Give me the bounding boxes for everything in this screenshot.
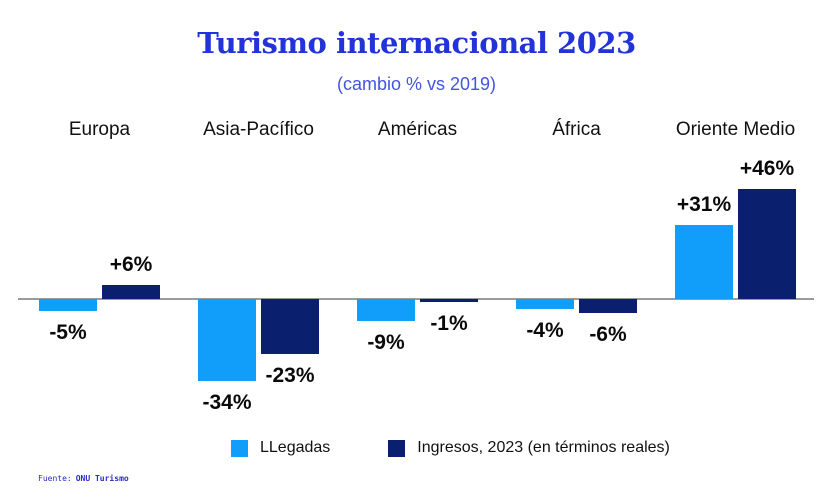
source-name: ONU Turismo bbox=[75, 474, 129, 483]
value-label: -5% bbox=[49, 321, 87, 344]
legend-swatch-ingresos bbox=[388, 439, 406, 457]
bar-llegadas bbox=[516, 299, 574, 309]
value-label: -23% bbox=[265, 364, 315, 387]
legend-label-llegadas: LLegadas bbox=[260, 439, 331, 456]
bar-ingresos bbox=[261, 299, 319, 354]
legend-swatch-llegadas bbox=[231, 439, 248, 457]
category-label: Asia-Pacífico bbox=[203, 119, 314, 140]
value-label: -34% bbox=[202, 391, 252, 414]
zero-axis-line bbox=[18, 298, 814, 300]
category-label: África bbox=[552, 119, 601, 140]
value-label: +6% bbox=[109, 253, 153, 276]
value-label: -9% bbox=[367, 331, 405, 354]
bar-ingresos bbox=[420, 299, 478, 302]
source-note: Fuente: ONU Turismo bbox=[38, 474, 129, 483]
chart-subtitle: (cambio % vs 2019) bbox=[336, 74, 497, 94]
bar-llegadas bbox=[39, 299, 97, 311]
bar-llegadas bbox=[357, 299, 415, 321]
category-label: Europa bbox=[68, 119, 131, 140]
category-label: Oriente Medio bbox=[675, 119, 796, 140]
value-label: -1% bbox=[430, 312, 468, 335]
chart-title: Turismo internacional 2023 bbox=[197, 26, 636, 60]
bar-ingresos bbox=[738, 189, 796, 299]
value-label: +31% bbox=[676, 193, 732, 216]
source-prefix: Fuente: bbox=[38, 474, 72, 483]
value-label: -4% bbox=[526, 319, 564, 342]
bar-llegadas bbox=[198, 299, 256, 381]
legend-item-ingresos: Ingresos, 2023 (en términos reales) bbox=[388, 439, 670, 457]
legend-item-llegadas: LLegadas bbox=[231, 439, 330, 457]
bar-ingresos bbox=[579, 299, 637, 313]
value-label: +46% bbox=[739, 157, 795, 180]
legend-label-ingresos: Ingresos, 2023 (en términos reales) bbox=[417, 439, 670, 456]
legend: LLegadas Ingresos, 2023 (en términos rea… bbox=[231, 439, 670, 457]
value-label: -6% bbox=[589, 323, 627, 346]
bar-llegadas bbox=[675, 225, 733, 299]
bar-ingresos bbox=[102, 285, 160, 299]
category-label: Américas bbox=[377, 119, 458, 140]
